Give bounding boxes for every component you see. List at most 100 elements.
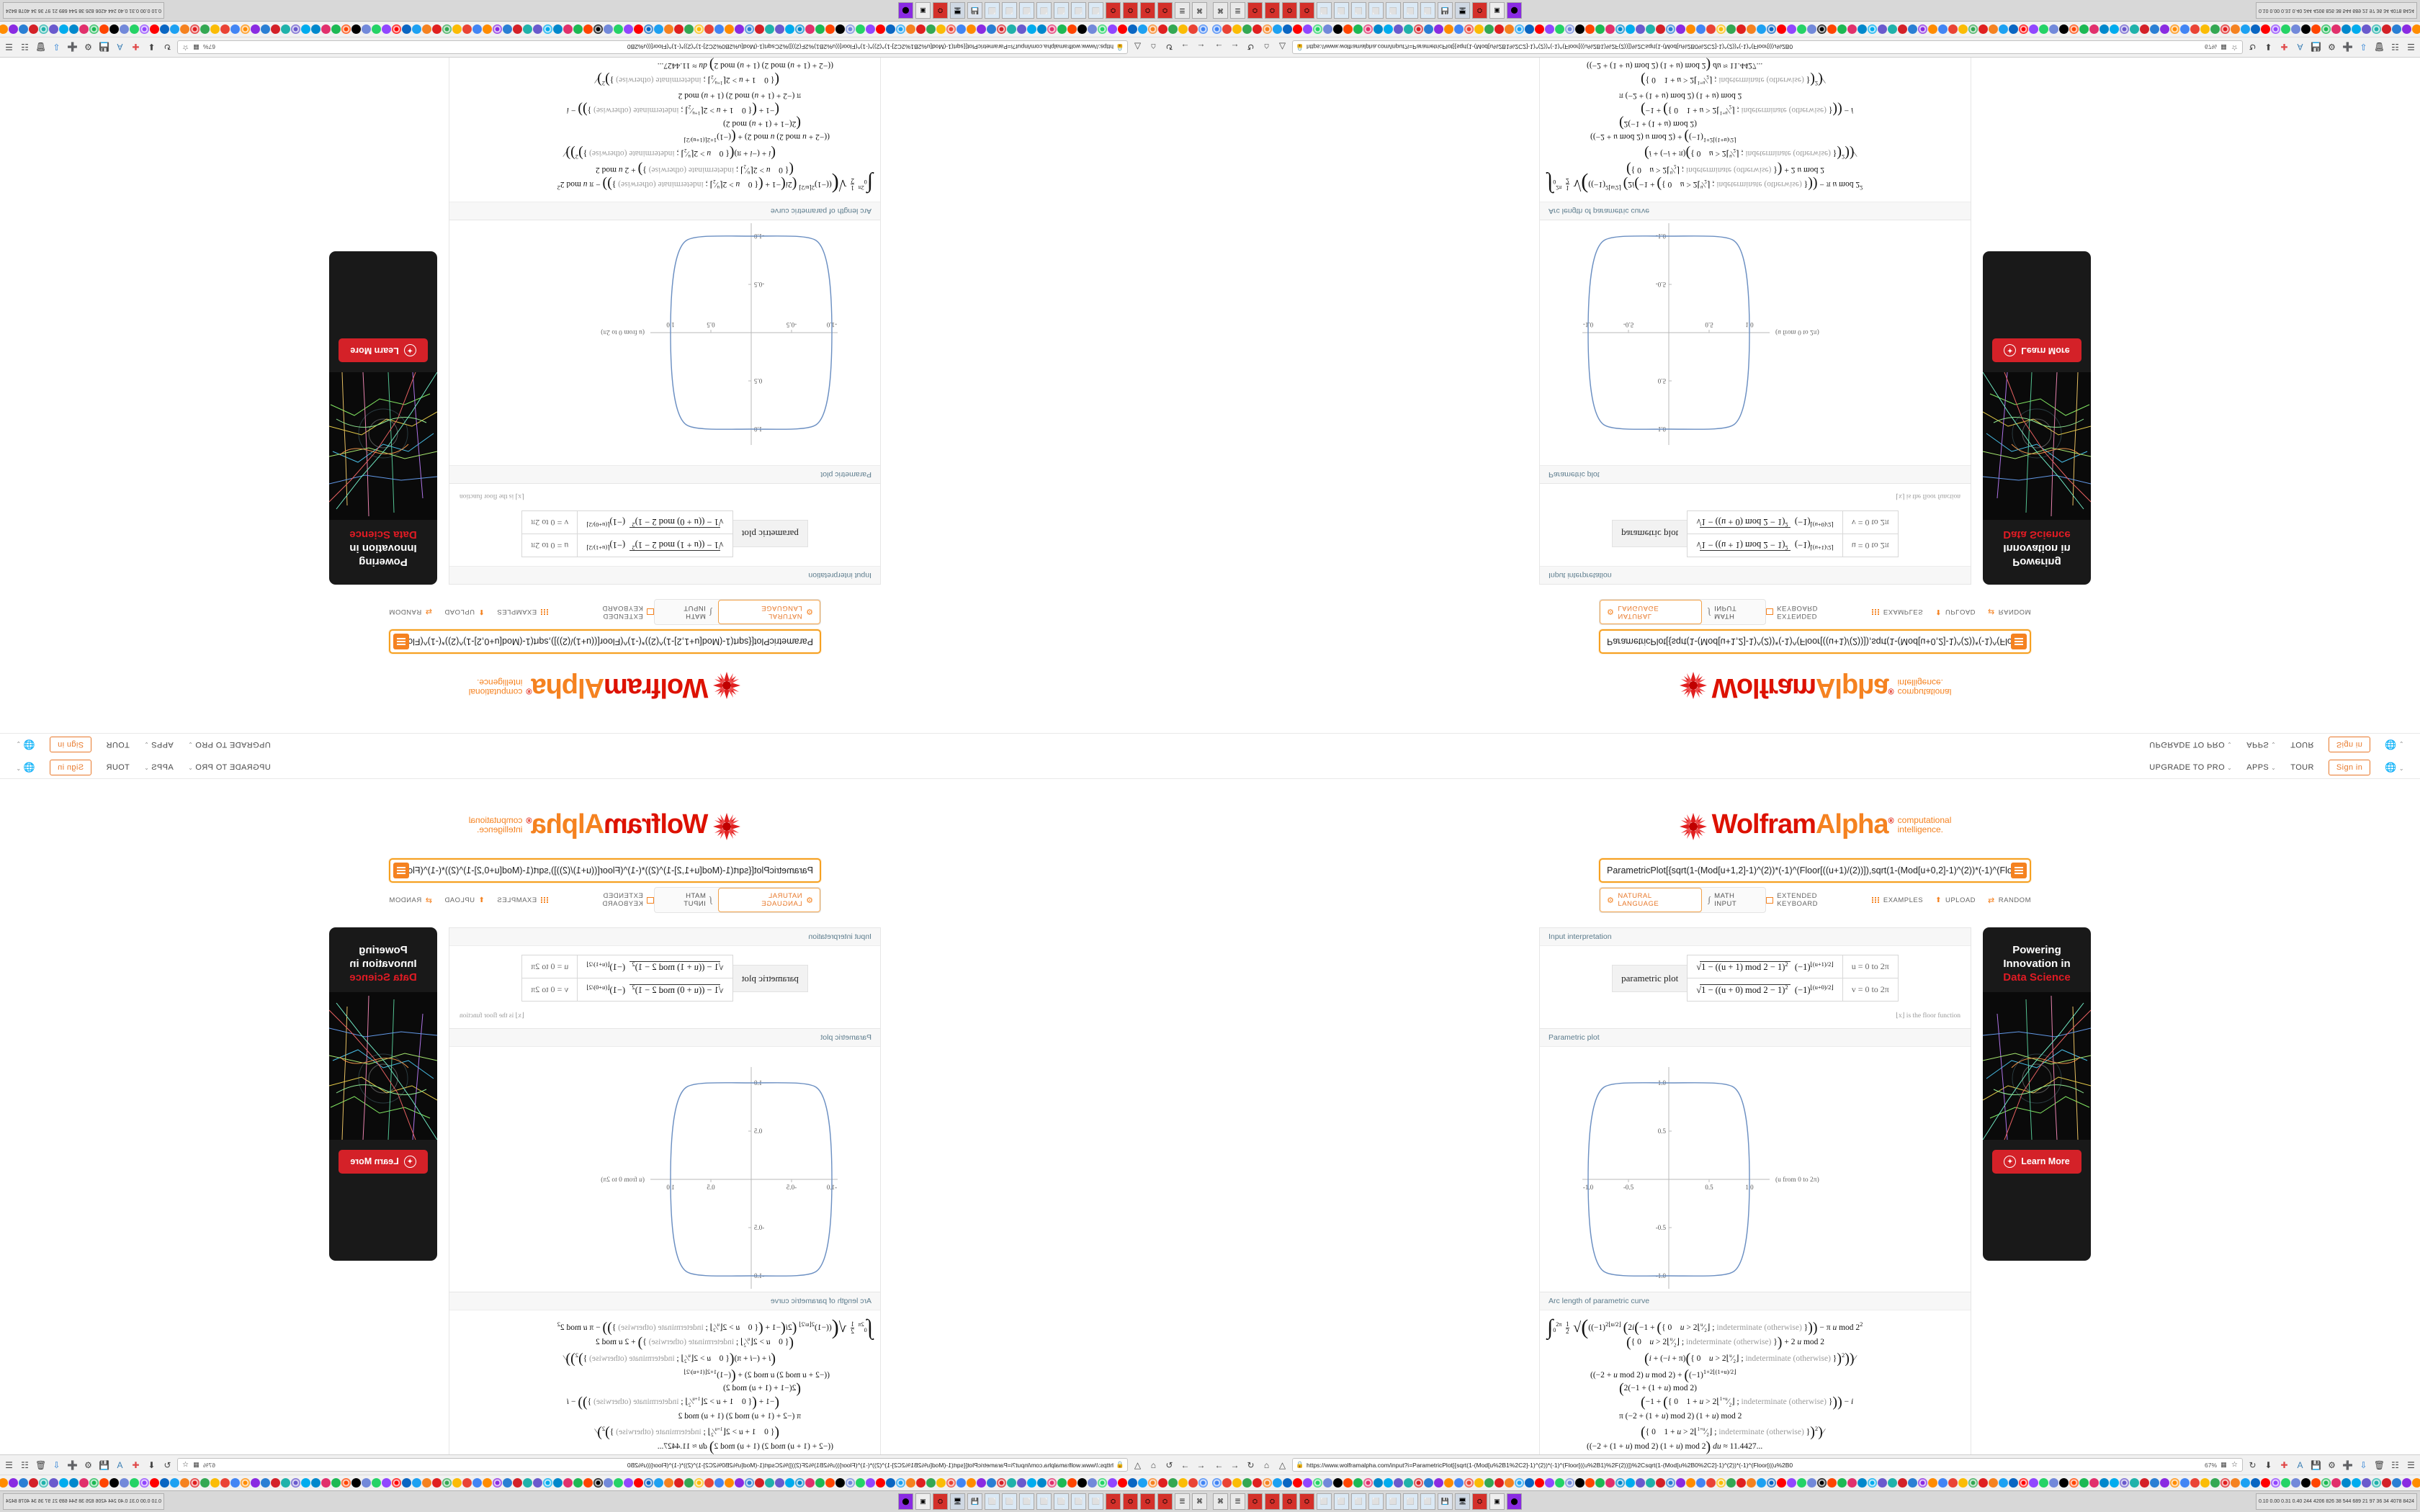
bookmark-favicon[interactable] xyxy=(271,24,280,34)
taskbar-item[interactable]: ⬜ xyxy=(1054,2,1069,19)
bookmark-favicon[interactable] xyxy=(1333,1478,1343,1488)
zoom-level-indicator[interactable]: 67% xyxy=(2204,1461,2217,1469)
bookmark-favicon[interactable] xyxy=(483,1478,492,1488)
bookmark-favicon[interactable] xyxy=(856,24,865,34)
bookmark-favicon[interactable] xyxy=(573,24,583,34)
bookmark-favicon[interactable] xyxy=(634,24,643,34)
reader-icon[interactable]: ▦ xyxy=(2220,1461,2227,1468)
bookmark-favicon[interactable] xyxy=(1767,24,1776,34)
bookmark-favicon[interactable] xyxy=(1736,24,1746,34)
bookmark-favicon[interactable] xyxy=(1676,1478,1685,1488)
bookmark-favicon[interactable] xyxy=(593,24,603,34)
bookmark-favicon[interactable] xyxy=(271,1478,280,1488)
bookmark-favicon[interactable] xyxy=(190,1478,200,1488)
bookmark-favicon[interactable] xyxy=(704,1478,714,1488)
bookmark-favicon[interactable] xyxy=(321,24,331,34)
tool-extended-keyboard[interactable]: EXTENDED KEYBOARD xyxy=(560,604,654,620)
bookmark-favicon[interactable] xyxy=(1787,1478,1796,1488)
bookmark-favicon[interactable] xyxy=(583,1478,593,1488)
bookmark-favicon[interactable] xyxy=(9,24,18,34)
bookmark-favicon[interactable] xyxy=(1696,1478,1706,1488)
bookmark-favicon[interactable] xyxy=(2079,24,2089,34)
bookmark-favicon[interactable] xyxy=(1736,1478,1746,1488)
bookmark-favicon[interactable] xyxy=(1138,1478,1147,1488)
bookmark-favicon[interactable] xyxy=(1494,1478,1504,1488)
bookmark-favicon[interactable] xyxy=(2281,24,2290,34)
equals-button-icon[interactable] xyxy=(393,634,409,649)
bookmark-favicon[interactable] xyxy=(351,1478,361,1488)
bookmark-favicon[interactable] xyxy=(2059,24,2069,34)
bookmark-favicon[interactable] xyxy=(2331,24,2341,34)
bookmark-favicon[interactable] xyxy=(442,1478,452,1488)
search-box[interactable]: ParametricPlot[{sqrt(1-(Mod[u+1,2]-1)^(2… xyxy=(389,629,821,654)
bookmark-favicon[interactable] xyxy=(2120,1478,2129,1488)
taskbar-item[interactable]: ⛭ xyxy=(1247,1493,1263,1510)
bookmark-favicon[interactable] xyxy=(1807,1478,1816,1488)
taskbar-item[interactable]: ⛭ xyxy=(1265,1493,1280,1510)
taskbar-item[interactable]: ☰ xyxy=(1175,2,1190,19)
mode-natural-language[interactable]: ⚙ NATURAL LANGUAGE xyxy=(718,888,820,912)
bookmark-favicon[interactable] xyxy=(1565,24,1574,34)
taskbar-item[interactable]: ⬜ xyxy=(985,2,1000,19)
bookmark-favicon[interactable] xyxy=(1474,24,1484,34)
bookmark-favicon[interactable] xyxy=(331,1478,341,1488)
bookmark-favicon[interactable] xyxy=(472,1478,482,1488)
bookmark-favicon[interactable] xyxy=(825,24,835,34)
bookmark-favicon[interactable] xyxy=(2009,24,2018,34)
bookmark-favicon[interactable] xyxy=(553,1478,563,1488)
bookmark-favicon[interactable] xyxy=(1696,24,1706,34)
nav-apps[interactable]: APPS⌄ xyxy=(2246,741,2276,750)
bookmark-favicon[interactable] xyxy=(2210,1478,2220,1488)
bookmark-favicon[interactable] xyxy=(1989,24,1998,34)
taskbar-item[interactable]: 💾 xyxy=(1438,1493,1453,1510)
bookmark-favicon[interactable] xyxy=(876,24,885,34)
bookmark-favicon[interactable] xyxy=(1212,24,1222,34)
bookmark-favicon[interactable] xyxy=(1525,1478,1534,1488)
taskbar-item[interactable]: ⬜ xyxy=(1071,2,1086,19)
globe-icon[interactable]: 🌐⌄ xyxy=(16,739,35,751)
bookmark-favicon[interactable] xyxy=(1686,24,1695,34)
bookmark-favicon[interactable] xyxy=(573,1478,583,1488)
settings-icon[interactable]: ⚙ xyxy=(84,42,92,53)
bookmark-favicon[interactable] xyxy=(2029,1478,2038,1488)
mode-math-input[interactable]: ∫ MATH INPUT xyxy=(1702,888,1766,912)
taskbar-item[interactable]: ⬜ xyxy=(1002,2,1017,19)
sign-in-button[interactable]: Sign in xyxy=(2328,737,2371,753)
bookmark-favicon[interactable] xyxy=(1027,1478,1036,1488)
bookmark-favicon[interactable] xyxy=(422,1478,431,1488)
bookmark-favicon[interactable] xyxy=(1273,24,1282,34)
bookmark-favicon[interactable] xyxy=(1948,1478,1958,1488)
bookmark-favicon[interactable] xyxy=(1666,24,1675,34)
bookmark-favicon[interactable] xyxy=(1263,1478,1272,1488)
bookmark-favicon[interactable] xyxy=(1188,24,1198,34)
bookmark-favicon[interactable] xyxy=(1057,1478,1067,1488)
sync-icon[interactable]: ⇩ xyxy=(2360,42,2367,53)
taskbar-item[interactable]: ⛭ xyxy=(1106,1493,1121,1510)
bookmark-favicon[interactable] xyxy=(2160,1478,2169,1488)
taskbar-item[interactable]: ⛭ xyxy=(1299,1493,1314,1510)
bookmark-favicon[interactable] xyxy=(664,24,673,34)
bookmark-favicon[interactable] xyxy=(563,24,573,34)
bookmark-favicon[interactable] xyxy=(1067,1478,1077,1488)
bookmark-favicon[interactable] xyxy=(1918,1478,1927,1488)
bookmark-favicon[interactable] xyxy=(2261,1478,2270,1488)
bookmark-favicon[interactable] xyxy=(745,24,754,34)
address-bar[interactable]: 🔒 https://www.wolframalpha.com/input?i=P… xyxy=(177,40,1128,54)
bookmark-favicon[interactable] xyxy=(311,1478,321,1488)
bookmark-favicon[interactable] xyxy=(89,1478,99,1488)
ad-learn-more-button[interactable]: ✦ Learn More xyxy=(1992,338,2081,363)
mode-natural-language[interactable]: ⚙ NATURAL LANGUAGE xyxy=(718,600,820,624)
back-icon[interactable]: ← xyxy=(1214,1459,1224,1470)
bookmark-favicon[interactable] xyxy=(2099,1478,2109,1488)
bookmark-favicon[interactable] xyxy=(301,24,310,34)
bookmark-favicon[interactable] xyxy=(775,1478,784,1488)
bookmark-favicon[interactable] xyxy=(896,1478,905,1488)
bookmark-favicon[interactable] xyxy=(402,24,411,34)
bookmark-favicon[interactable] xyxy=(2311,1478,2321,1488)
bookmark-favicon[interactable] xyxy=(886,1478,895,1488)
equals-button-icon[interactable] xyxy=(2011,634,2027,649)
settings-icon[interactable]: ⚙ xyxy=(2328,1459,2336,1470)
bookmark-favicon[interactable] xyxy=(2220,1478,2230,1488)
mode-math-input[interactable]: ∫ MATH INPUT xyxy=(655,600,719,624)
bookmark-favicon[interactable] xyxy=(2220,24,2230,34)
